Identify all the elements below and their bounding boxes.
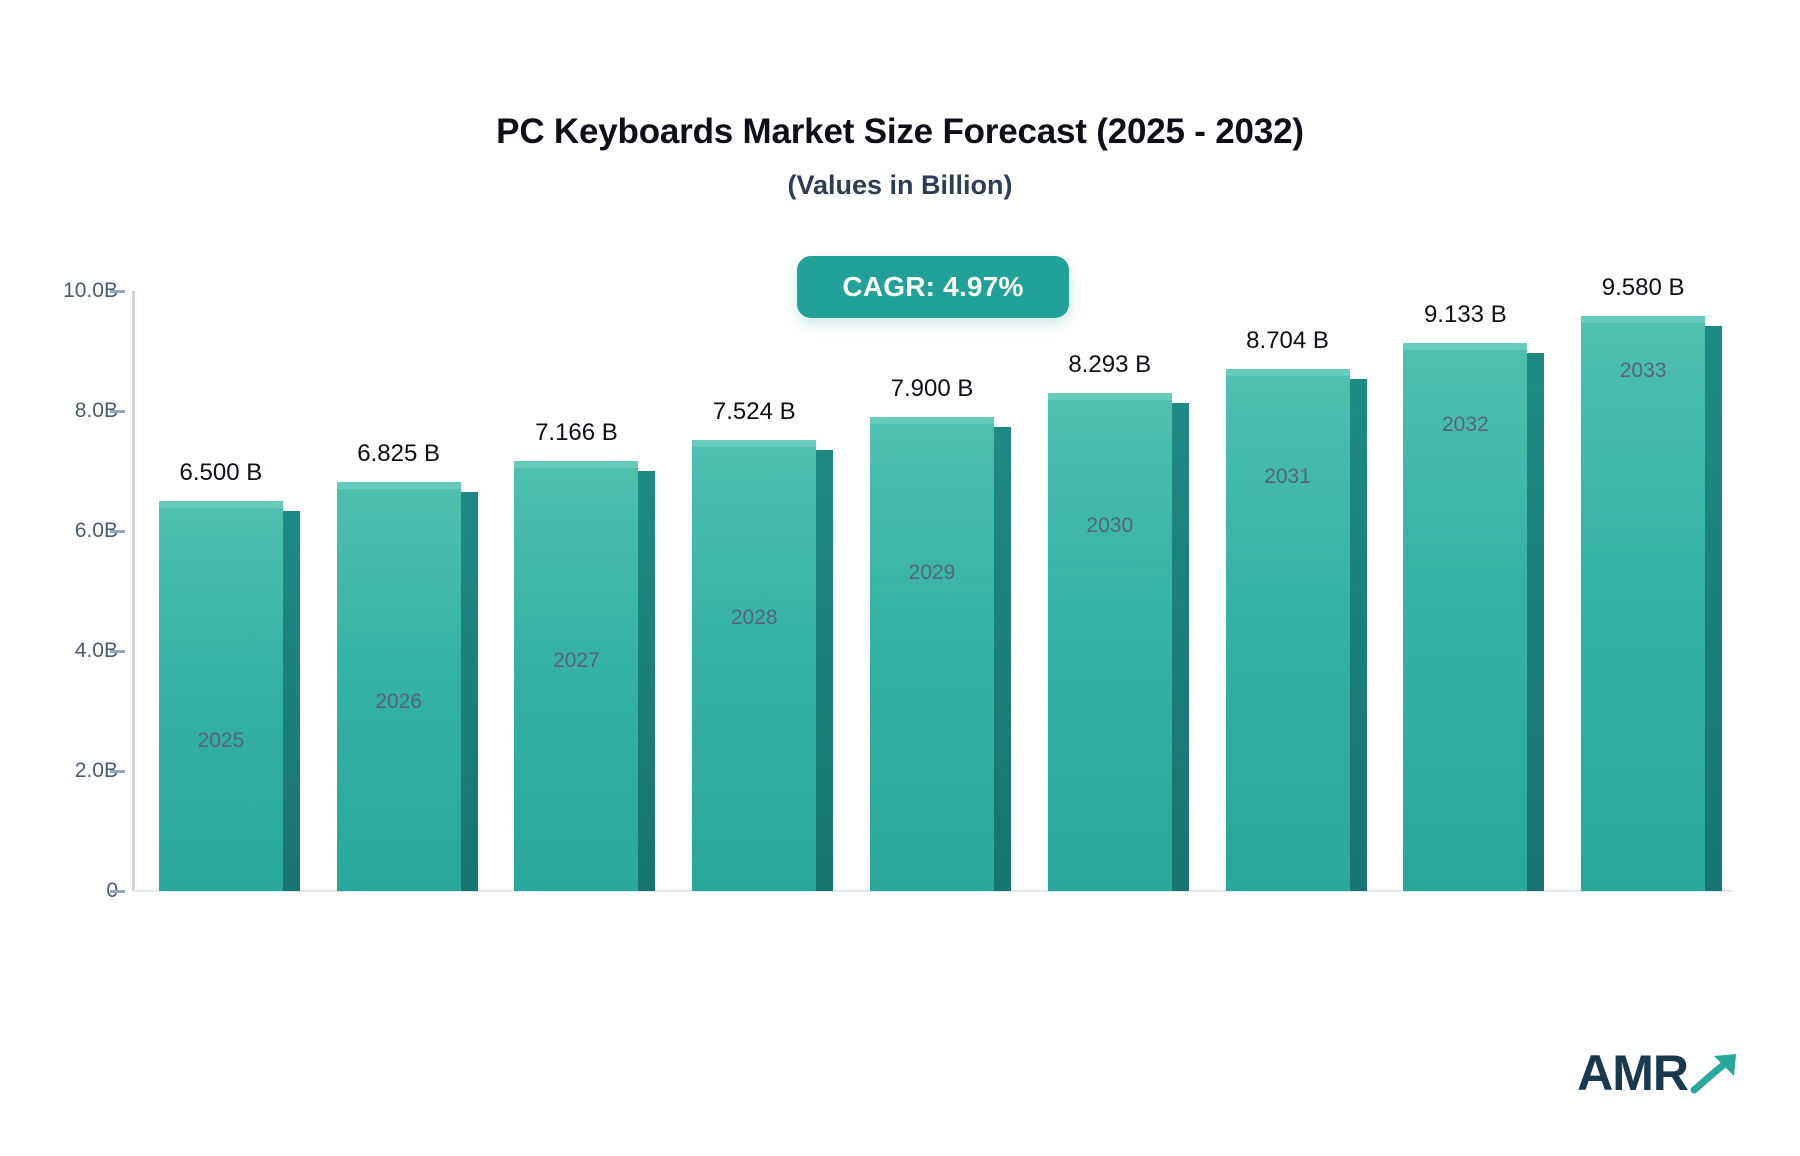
- amr-logo-text: AMR: [1577, 1045, 1689, 1101]
- x-axis-tick-label: 2027: [553, 649, 600, 673]
- bar-side-face: [1705, 326, 1723, 891]
- x-axis-tick-label: 2033: [1619, 359, 1667, 383]
- bar[interactable]: 8.704 B 2031: [1225, 327, 1367, 891]
- bar-value-label: 8.293 B: [1068, 351, 1152, 379]
- plot-area: 6.500 B 2025 6.825 B 2026 7.166 B 2027 7.524 B…: [132, 274, 1732, 891]
- bar-value-label: 7.166 B: [535, 419, 618, 447]
- bar[interactable]: 9.580 B 2033: [1581, 274, 1723, 891]
- y-axis-tick-mark: [110, 289, 125, 293]
- cagr-badge-label: CAGR: 4.97%: [842, 271, 1024, 302]
- bar-side-face: [1527, 353, 1545, 891]
- bar-top-face: [1403, 343, 1528, 351]
- x-axis-tick-label: 2032: [1441, 413, 1489, 437]
- bar[interactable]: 6.500 B 2025: [158, 459, 300, 891]
- bar-front-face: [692, 439, 817, 891]
- bar-value-label: 6.825 B: [357, 439, 441, 467]
- bar-front-face: [336, 481, 461, 891]
- chart-subtitle: (Values in Billion): [787, 170, 1013, 200]
- bar-value-label: 9.580 B: [1601, 274, 1685, 302]
- y-axis-tick-mark: [110, 529, 125, 533]
- bar-side-face: [994, 427, 1011, 891]
- y-axis-tick-mark: [110, 409, 125, 413]
- x-axis-tick-label: 2031: [1264, 464, 1311, 488]
- bar-top-face: [1047, 393, 1172, 401]
- y-axis-tick-mark: [110, 649, 125, 653]
- bar[interactable]: 6.825 B 2026: [336, 440, 478, 891]
- y-axis-tick-label: 6.0B: [74, 519, 118, 542]
- bar[interactable]: 7.166 B 2027: [514, 419, 656, 891]
- bar-top-face: [336, 481, 461, 489]
- bar-side-face: [1349, 378, 1367, 891]
- chart-title: PC Keyboards Market Size Forecast (2025 …: [496, 112, 1304, 151]
- y-axis-tick-label: 4.0B: [74, 639, 118, 662]
- y-axis-tick-label: 8.0B: [74, 399, 118, 422]
- bar-side-face: [638, 471, 656, 891]
- amr-logo: AMR: [1577, 1048, 1742, 1098]
- bar[interactable]: 7.900 B 2029: [870, 375, 1011, 891]
- bar-front-face: [514, 461, 639, 891]
- cagr-badge: CAGR: 4.97%: [797, 256, 1069, 318]
- bar-side-face: [460, 491, 478, 891]
- x-axis-tick-label: 2025: [197, 729, 245, 752]
- bar[interactable]: 9.133 B 2032: [1403, 301, 1545, 891]
- y-axis-tick-label: 10.0B: [63, 279, 118, 302]
- bar-front-face: [1047, 393, 1172, 891]
- bar-top-face: [514, 461, 639, 469]
- y-axis-tick-mark: [110, 769, 125, 773]
- bar-top-face: [1225, 368, 1350, 376]
- y-axis-tick-mark: [110, 889, 125, 893]
- x-axis-tick-label: 2029: [908, 561, 956, 584]
- bar-top-face: [1581, 316, 1706, 324]
- bar-front-face: [1225, 368, 1350, 891]
- bar-value-label: 7.900 B: [890, 375, 974, 402]
- bar-top-face: [870, 417, 994, 424]
- bar[interactable]: 8.293 B 2030: [1047, 351, 1189, 891]
- x-axis-tick-label: 2028: [730, 606, 778, 630]
- y-axis-line: [132, 291, 135, 891]
- bar-side-face: [282, 511, 300, 891]
- x-axis-tick-label: 2026: [375, 690, 423, 713]
- bar-top-face: [692, 439, 817, 447]
- x-axis-line: [132, 890, 1732, 892]
- bar-value-label: 7.524 B: [712, 397, 796, 425]
- bar-value-label: 6.500 B: [179, 459, 263, 486]
- y-axis-tick-label: 2.0B: [74, 759, 118, 782]
- bar-value-label: 8.704 B: [1246, 326, 1329, 354]
- bar-front-face: [158, 501, 283, 891]
- bar-value-label: 9.133 B: [1423, 301, 1507, 329]
- x-axis-tick-label: 2030: [1086, 513, 1134, 537]
- bar-front-face: [870, 417, 994, 891]
- arrow-up-right-icon: [1690, 1054, 1736, 1094]
- bar-front-face: [1581, 316, 1706, 891]
- bar-front-face: [1403, 343, 1528, 891]
- bar[interactable]: 7.524 B 2028: [692, 398, 834, 891]
- bar-side-face: [1171, 403, 1189, 891]
- bar-top-face: [158, 501, 283, 508]
- bar-side-face: [816, 449, 834, 891]
